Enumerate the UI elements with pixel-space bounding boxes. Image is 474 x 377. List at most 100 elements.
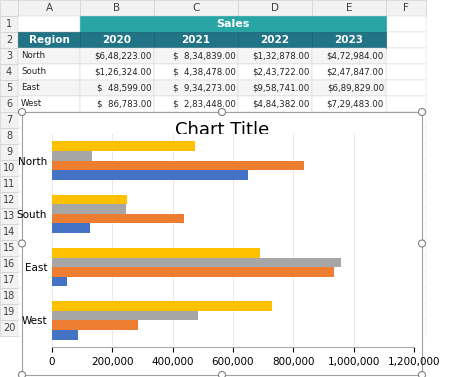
Bar <box>312 80 386 96</box>
Text: $6,48,223.00: $6,48,223.00 <box>95 52 152 60</box>
Bar <box>0 160 18 176</box>
Bar <box>238 176 312 192</box>
Bar <box>80 160 154 176</box>
Bar <box>52 161 304 170</box>
Text: 2020: 2020 <box>102 35 131 45</box>
Bar <box>312 64 386 80</box>
Bar <box>386 48 426 64</box>
Bar <box>52 248 260 257</box>
Bar <box>386 0 426 16</box>
Text: F: F <box>403 3 409 13</box>
Bar <box>154 224 238 240</box>
Bar <box>0 96 18 112</box>
Bar <box>386 320 426 336</box>
Text: 20: 20 <box>3 323 15 333</box>
Bar <box>312 272 386 288</box>
Bar <box>312 144 386 160</box>
Bar <box>52 195 127 204</box>
Bar <box>0 272 18 288</box>
Bar <box>312 48 386 64</box>
Bar <box>52 330 78 340</box>
Text: A: A <box>46 3 53 13</box>
Text: 4: 4 <box>6 67 12 77</box>
Bar <box>80 176 154 192</box>
Circle shape <box>18 109 26 115</box>
Bar <box>312 32 386 48</box>
Bar <box>0 144 18 160</box>
Bar <box>386 96 426 112</box>
Bar <box>312 304 386 320</box>
Text: 6: 6 <box>6 99 12 109</box>
Bar <box>0 208 18 224</box>
Bar <box>52 320 137 330</box>
Bar <box>386 208 426 224</box>
Circle shape <box>419 109 426 115</box>
Bar <box>154 304 238 320</box>
Bar <box>80 304 154 320</box>
Text: E: E <box>346 3 352 13</box>
Bar <box>18 272 80 288</box>
Bar <box>52 204 126 214</box>
Bar <box>52 214 184 224</box>
Bar <box>312 48 386 64</box>
Circle shape <box>219 371 226 377</box>
Bar <box>18 32 80 48</box>
Bar <box>154 128 238 144</box>
Text: $4,72,984.00: $4,72,984.00 <box>327 52 384 60</box>
Bar <box>238 128 312 144</box>
Bar <box>18 160 80 176</box>
Bar <box>154 80 238 96</box>
Text: $  2,83,448.00: $ 2,83,448.00 <box>173 100 236 109</box>
Text: 5: 5 <box>6 83 12 93</box>
Text: Chart Title: Chart Title <box>175 121 269 139</box>
Bar <box>154 192 238 208</box>
Bar <box>18 176 80 192</box>
Text: C: C <box>192 3 200 13</box>
Bar <box>386 64 426 80</box>
Bar <box>154 320 238 336</box>
Bar <box>18 16 80 32</box>
Text: 10: 10 <box>3 163 15 173</box>
Bar <box>0 64 18 80</box>
Text: South: South <box>21 67 46 77</box>
Bar <box>154 256 238 272</box>
Bar <box>312 208 386 224</box>
Bar <box>154 240 238 256</box>
Bar <box>154 48 238 64</box>
Bar <box>80 112 154 128</box>
Bar <box>80 64 154 80</box>
Bar <box>80 32 154 48</box>
Bar <box>386 80 426 96</box>
Text: 1: 1 <box>6 19 12 29</box>
Text: 2021: 2021 <box>182 35 210 45</box>
Text: $1,32,878.00: $1,32,878.00 <box>253 52 310 60</box>
Bar <box>18 208 80 224</box>
Bar <box>238 64 312 80</box>
Bar <box>0 48 18 64</box>
Bar <box>312 288 386 304</box>
Text: $2,43,722.00: $2,43,722.00 <box>253 67 310 77</box>
Bar <box>18 288 80 304</box>
Bar <box>238 304 312 320</box>
Bar <box>312 80 386 96</box>
Bar <box>238 320 312 336</box>
Bar <box>154 32 238 48</box>
Bar <box>312 160 386 176</box>
Bar <box>18 320 80 336</box>
Text: 8: 8 <box>6 131 12 141</box>
Text: 2023: 2023 <box>335 35 364 45</box>
Bar <box>80 80 154 96</box>
Bar <box>312 320 386 336</box>
Bar <box>18 64 80 80</box>
Bar <box>18 32 80 48</box>
Text: 14: 14 <box>3 227 15 237</box>
Text: 9: 9 <box>6 147 12 157</box>
Bar <box>0 32 18 48</box>
Bar <box>238 48 312 64</box>
Bar <box>18 48 80 64</box>
Bar <box>238 112 312 128</box>
Text: $9,58,741.00: $9,58,741.00 <box>253 83 310 92</box>
Bar <box>52 141 195 151</box>
Bar <box>80 96 154 112</box>
Bar <box>312 96 386 112</box>
